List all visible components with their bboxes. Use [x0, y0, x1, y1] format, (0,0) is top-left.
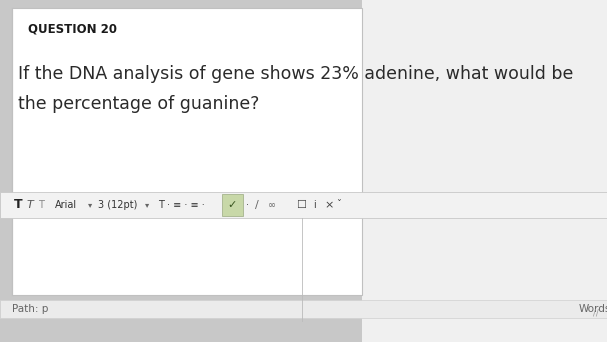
- Text: T · ≡ · ≡ ·: T · ≡ · ≡ ·: [158, 200, 205, 210]
- Text: ×: ×: [324, 200, 333, 210]
- Text: ▾: ▾: [88, 200, 92, 210]
- Text: T: T: [38, 200, 44, 210]
- Text: QUESTION 20: QUESTION 20: [28, 22, 117, 35]
- Text: T: T: [27, 200, 34, 210]
- Text: ∞: ∞: [268, 200, 276, 210]
- Text: Path: p: Path: p: [12, 304, 49, 314]
- Text: T: T: [14, 198, 22, 211]
- Bar: [0, 192, 607, 218]
- Text: i: i: [313, 200, 316, 210]
- Text: the percentage of guanine?: the percentage of guanine?: [18, 95, 259, 113]
- Text: 3 (12pt): 3 (12pt): [98, 200, 137, 210]
- Text: //: //: [593, 308, 599, 317]
- Text: ·: ·: [246, 200, 249, 210]
- Text: If the DNA analysis of gene shows 23% adenine, what would be: If the DNA analysis of gene shows 23% ad…: [18, 65, 574, 83]
- Bar: [362, 0, 607, 342]
- Bar: [12, 8, 362, 295]
- Text: ✓: ✓: [228, 200, 237, 210]
- Bar: [222, 194, 243, 216]
- Text: ▾: ▾: [145, 200, 149, 210]
- Text: ˇ: ˇ: [336, 200, 341, 210]
- Text: Arial: Arial: [55, 200, 77, 210]
- Text: Words:0: Words:0: [579, 304, 607, 314]
- Text: ∕: ∕: [255, 200, 259, 210]
- Bar: [0, 300, 607, 318]
- Text: ☐: ☐: [296, 200, 306, 210]
